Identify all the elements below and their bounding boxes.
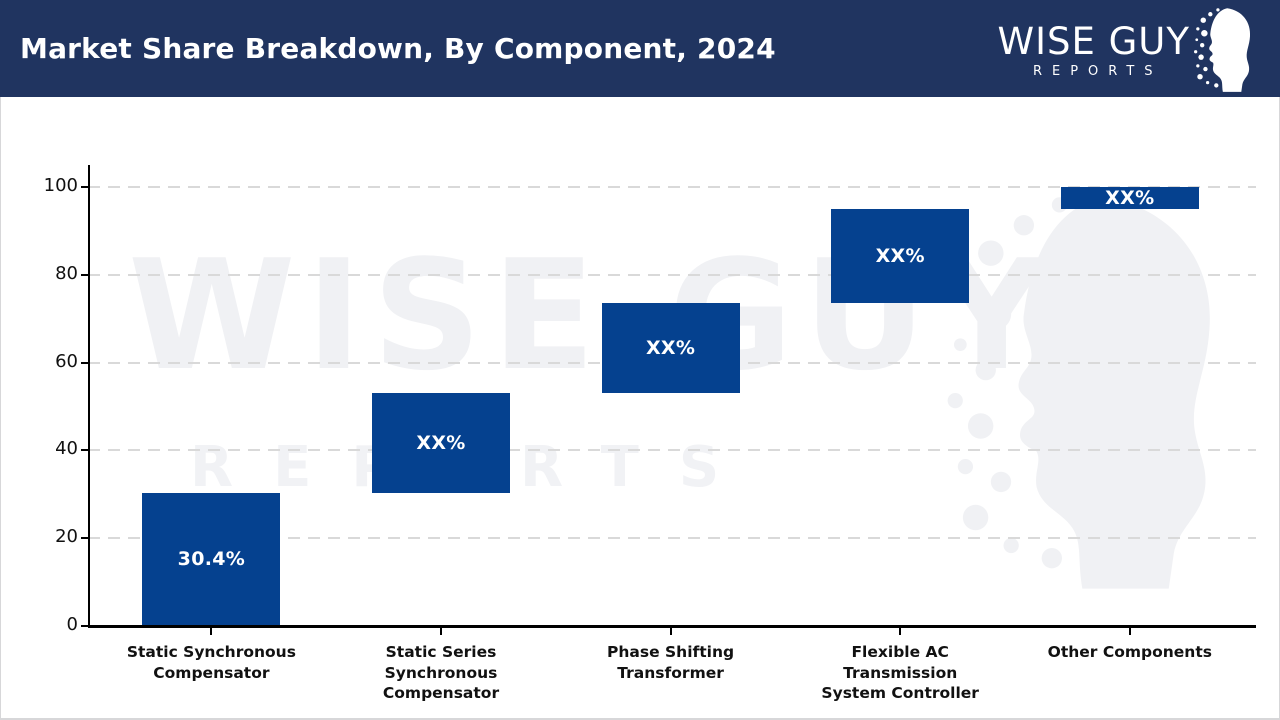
- brand-wordmark: WISE GUY REPORTS: [998, 20, 1190, 79]
- y-tick-mark: [81, 449, 88, 452]
- bar-segment: XX%: [831, 208, 970, 304]
- bar-segment: XX%: [1060, 186, 1199, 209]
- bar-value-label: 30.4%: [177, 548, 246, 571]
- y-tick-mark: [81, 537, 88, 540]
- y-tick-mark: [81, 625, 88, 627]
- chart-area: WISE GUY REPORTS 02040608010030.4%Static…: [0, 97, 1280, 720]
- x-category-label: Static Synchronous Compensator: [126, 643, 296, 682]
- y-tick-label: 0: [66, 614, 78, 635]
- head-profile-icon: [1194, 8, 1251, 92]
- x-category-label: Flexible AC Transmission System Controll…: [821, 643, 979, 702]
- x-category-label: Other Components: [1047, 643, 1212, 661]
- x-axis-spine: [88, 625, 1256, 628]
- bar-value-label: XX%: [645, 337, 696, 360]
- x-tick-mark: [899, 627, 902, 635]
- y-tick-label: 40: [55, 438, 78, 460]
- x-category-label: Static Series Synchronous Compensator: [382, 643, 500, 702]
- y-axis-spine: [88, 165, 90, 628]
- y-tick-mark: [81, 361, 88, 364]
- bar-value-label: XX%: [875, 245, 925, 268]
- bar-segment: XX%: [372, 393, 510, 493]
- x-tick-mark: [440, 627, 442, 635]
- y-tick-label: 80: [55, 262, 78, 284]
- y-tick-label: 20: [55, 526, 78, 548]
- x-tick-mark: [1128, 627, 1131, 635]
- y-tick-label: 100: [43, 175, 78, 196]
- gridline: [88, 537, 1256, 540]
- y-tick-mark: [81, 186, 88, 188]
- x-tick-mark: [669, 627, 672, 635]
- page-title: Market Share Breakdown, By Component, 20…: [20, 32, 776, 65]
- gridline: [88, 186, 1256, 188]
- bar-value-label: XX%: [416, 431, 466, 454]
- gridline: [88, 449, 1256, 452]
- x-category-label: Phase Shifting Transformer: [607, 643, 735, 682]
- gridline: [88, 273, 1256, 276]
- brand-subname: REPORTS: [1032, 63, 1163, 79]
- page-border-bottom: [0, 718, 1280, 720]
- y-tick-mark: [81, 273, 88, 276]
- y-tick-label: 60: [55, 350, 78, 372]
- brand-logo: WISE GUY REPORTS: [998, 4, 1266, 94]
- bar-segment: 30.4%: [142, 492, 281, 626]
- page-border-left: [0, 97, 1, 720]
- bar-value-label: XX%: [1105, 186, 1155, 209]
- x-tick-mark: [210, 627, 213, 635]
- header-bar: Market Share Breakdown, By Component, 20…: [0, 0, 1280, 97]
- bar-segment: XX%: [601, 303, 740, 394]
- brand-name: WISE GUY: [997, 19, 1190, 63]
